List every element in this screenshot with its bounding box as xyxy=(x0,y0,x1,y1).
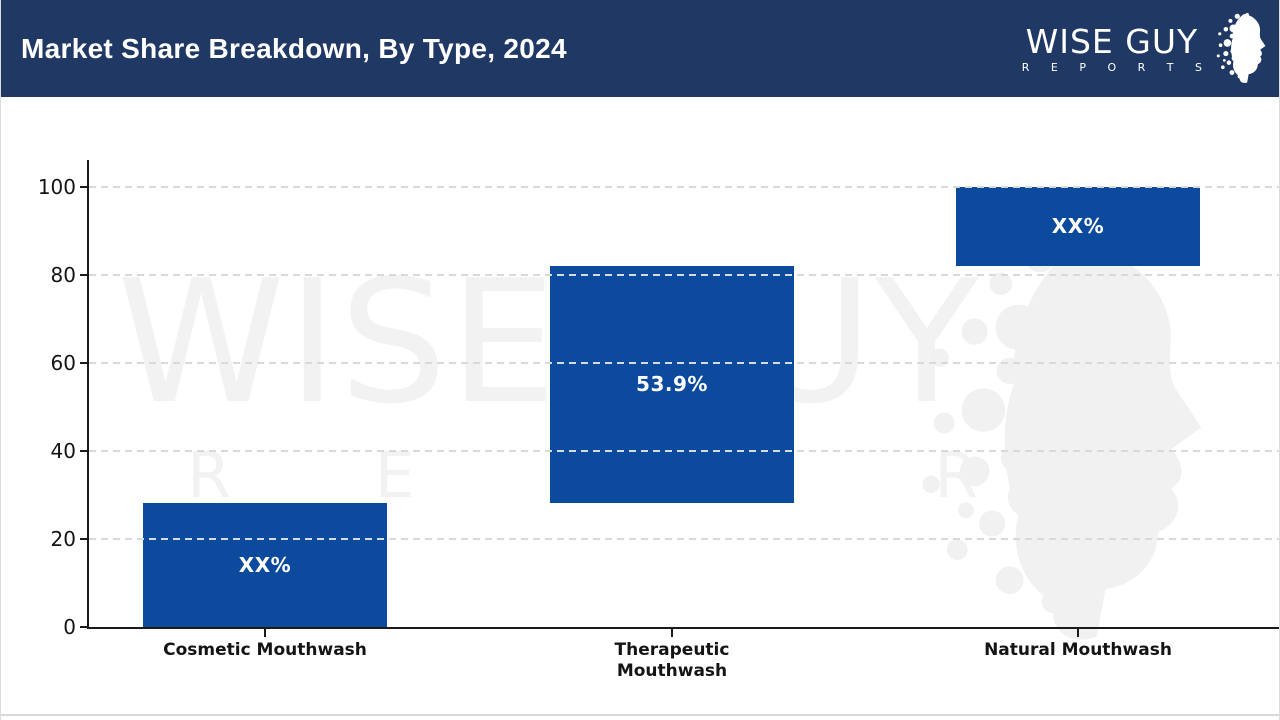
y-tick-label-20: 20 xyxy=(50,527,76,551)
header-bar: Market Share Breakdown, By Type, 2024 WI… xyxy=(1,0,1279,97)
gridline-100 xyxy=(89,186,1279,188)
page-title: Market Share Breakdown, By Type, 2024 xyxy=(21,32,567,64)
bar-value-label: 53.9% xyxy=(636,372,708,397)
y-tick-mark xyxy=(80,186,89,188)
logo-wordmark: WISE GUY xyxy=(1025,22,1199,61)
category-label-3: Natural Mouthwash xyxy=(938,640,1218,661)
bar-value-label: XX% xyxy=(238,552,292,577)
logo-text: WISE GUY R E P O R T S xyxy=(1013,22,1211,75)
gridline-20 xyxy=(89,538,1279,540)
y-axis xyxy=(87,160,89,629)
y-tick-mark xyxy=(80,538,89,540)
wiseguy-reports-logo: WISE GUY R E P O R T S xyxy=(1013,4,1273,94)
y-tick-label-60: 60 xyxy=(50,351,76,375)
y-tick-label-0: 0 xyxy=(63,615,76,639)
y-tick-label-80: 80 xyxy=(50,263,76,287)
category-label-line: Natural Mouthwash xyxy=(984,640,1172,660)
y-tick-mark xyxy=(80,274,89,276)
bottom-divider xyxy=(1,714,1279,716)
y-tick-mark xyxy=(80,362,89,364)
x-tick-mark xyxy=(1077,629,1079,637)
gridline-80 xyxy=(89,274,1279,276)
x-axis xyxy=(87,627,1279,629)
y-tick-mark xyxy=(80,626,89,628)
watermark-wordmark: WISE GUY xyxy=(117,244,981,442)
y-tick-label-100: 100 xyxy=(37,175,76,199)
bar-segment-3: XX% xyxy=(956,187,1200,266)
y-tick-mark xyxy=(80,450,89,452)
y-tick-label-40: 40 xyxy=(50,439,76,463)
watermark-dotted-head-profile-icon xyxy=(922,238,1202,640)
logo-reports-text: R E P O R T S xyxy=(1021,61,1211,74)
bar-value-label: XX% xyxy=(1051,214,1105,239)
category-label-1: Cosmetic Mouthwash xyxy=(125,640,405,661)
category-label-2: Therapeutic Mouthwash xyxy=(532,640,812,682)
x-tick-mark xyxy=(264,629,266,637)
gridline-40 xyxy=(89,450,1279,452)
bar-segment-2: 53.9% xyxy=(550,265,794,503)
category-label-line: Cosmetic Mouthwash xyxy=(163,640,367,660)
gridline-60 xyxy=(89,362,1279,364)
category-label-line: Mouthwash xyxy=(616,661,728,681)
category-label-line: Therapeutic xyxy=(614,640,730,660)
bar-segment-1: XX% xyxy=(143,502,387,627)
dotted-head-profile-icon xyxy=(1216,12,1266,83)
x-tick-mark xyxy=(671,629,673,637)
